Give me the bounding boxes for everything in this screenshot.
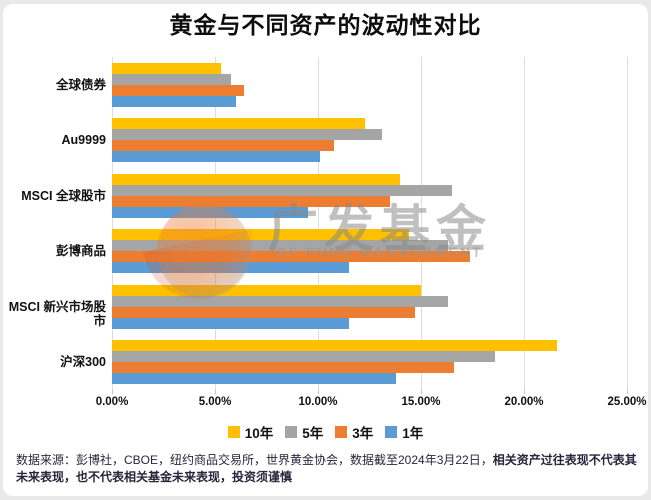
legend-label: 5年	[302, 426, 324, 441]
legend-item-1年: 1年	[385, 422, 423, 442]
bar-MSCI 新兴市场股市-10年	[112, 284, 421, 296]
bar-MSCI 新兴市场股市-3年	[112, 306, 415, 318]
category-label: Au9999	[61, 133, 106, 148]
bar-MSCI 全球股市-1年	[112, 206, 308, 218]
legend-label: 1年	[402, 426, 424, 441]
bar-MSCI 全球股市-10年	[112, 173, 401, 185]
axis-tick	[112, 390, 113, 394]
bar-Au9999-10年	[112, 118, 366, 130]
footer-source-text: 数据来源：彭博社，CBOE，纽约商品交易所，世界黄金协会，数据截至2024年3月…	[16, 453, 493, 467]
x-axis-tick-label: 20.00%	[504, 396, 544, 408]
bar-彭博商品-3年	[112, 251, 471, 263]
legend-item-10年: 10年	[227, 422, 274, 442]
axis-tick	[215, 390, 216, 394]
category-label: 彭博商品	[55, 244, 106, 259]
bar-Au9999-5年	[112, 129, 382, 141]
x-axis-tick-label: 25.00%	[607, 396, 647, 408]
category-label: MSCI 新兴市场股市	[8, 299, 106, 328]
bar-MSCI 新兴市场股市-5年	[112, 295, 448, 307]
gridline	[318, 57, 319, 390]
bar-Au9999-3年	[112, 140, 335, 152]
axis-tick	[421, 390, 422, 394]
bar-沪深300-5年	[112, 351, 496, 363]
legend-swatch	[335, 426, 348, 438]
bar-MSCI 全球股市-3年	[112, 195, 391, 207]
legend-item-3年: 3年	[335, 422, 373, 442]
x-axis-tick-label: 0.00%	[95, 396, 129, 408]
x-axis-tick-label: 10.00%	[298, 396, 338, 408]
category-label: MSCI 全球股市	[21, 188, 106, 203]
category-label: 沪深300	[60, 355, 106, 370]
axis-tick	[524, 390, 525, 394]
bar-彭博商品-5年	[112, 240, 448, 252]
bar-Au9999-1年	[112, 151, 321, 163]
gridline	[215, 57, 216, 390]
chart-title: 黄金与不同资产的波动性对比	[169, 12, 482, 38]
bar-MSCI 全球股市-5年	[112, 184, 452, 196]
footer-disclaimer-bold: 相关资产过往表现不代表其未来表现，也不代表相关基金未来表现，投资须谨慎	[16, 453, 637, 484]
bar-MSCI 新兴市场股市-1年	[112, 317, 349, 329]
gridline	[524, 57, 525, 390]
bar-全球债券-1年	[112, 95, 236, 107]
bar-彭博商品-1年	[112, 262, 349, 274]
legend-item-5年: 5年	[285, 422, 323, 442]
bar-沪深300-3年	[112, 362, 454, 374]
gridline	[627, 57, 628, 390]
bar-全球债券-10年	[112, 62, 222, 74]
gridline	[112, 57, 113, 390]
x-axis-tick-label: 15.00%	[401, 396, 441, 408]
chart-legend: 10年 5年 3年 1年	[0, 422, 651, 442]
bar-全球债券-3年	[112, 84, 244, 96]
legend-swatch	[227, 426, 240, 438]
footer-disclaimer: 数据来源：彭博社，CBOE，纽约商品交易所，世界黄金协会，数据截至2024年3月…	[16, 452, 639, 485]
legend-label: 3年	[352, 426, 374, 441]
bar-彭博商品-10年	[112, 229, 409, 241]
bar-全球债券-5年	[112, 73, 232, 85]
axis-tick	[627, 390, 628, 394]
legend-swatch	[285, 426, 298, 438]
bar-沪深300-10年	[112, 340, 557, 352]
legend-label: 10年	[244, 426, 274, 441]
legend-swatch	[385, 426, 398, 438]
axis-tick	[318, 390, 319, 394]
category-label: 全球债券	[55, 77, 106, 92]
x-axis-tick-label: 5.00%	[198, 396, 232, 408]
gridline	[421, 57, 422, 390]
bar-沪深300-1年	[112, 373, 397, 385]
